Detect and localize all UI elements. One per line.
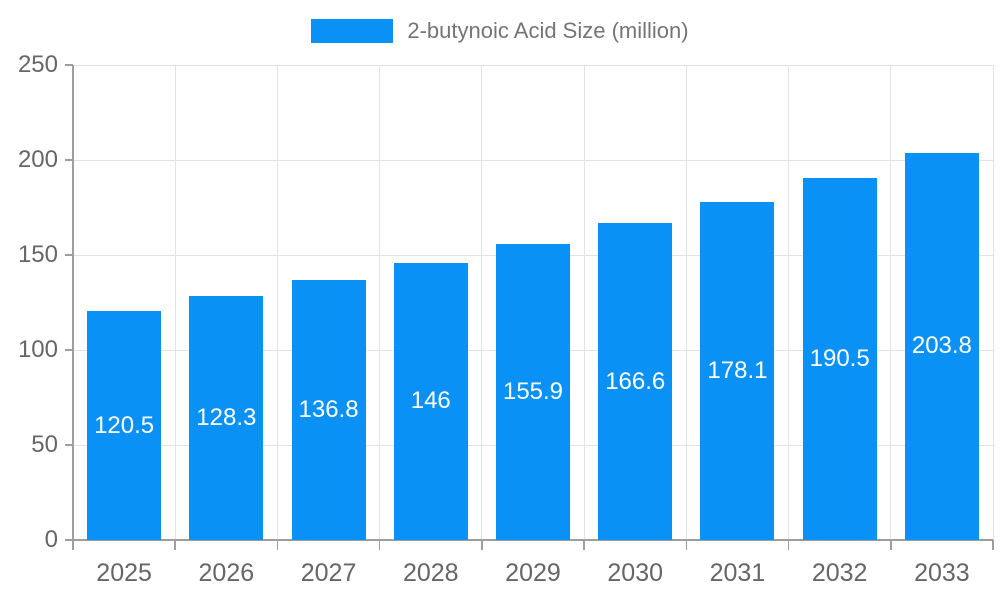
bar-value-label: 155.9	[502, 377, 564, 405]
y-axis-label: 200	[17, 146, 58, 173]
x-axis-tick	[787, 540, 790, 550]
gridline-vertical	[685, 65, 687, 540]
x-axis-tick	[992, 540, 994, 550]
bar-value-label: 178.1	[707, 356, 768, 384]
bar-2026	[189, 296, 264, 540]
y-axis-label: 150	[17, 241, 58, 268]
x-axis-tick	[378, 540, 381, 550]
y-axis-tick	[65, 254, 73, 256]
bar-2029	[496, 243, 570, 540]
y-axis-label: 50	[31, 431, 58, 458]
gridline-vertical	[174, 65, 176, 540]
gridline-vertical	[276, 65, 278, 540]
x-axis-tick	[481, 540, 483, 550]
x-axis-label: 2027	[300, 559, 357, 587]
x-axis-tick	[890, 540, 892, 550]
gridline-vertical	[992, 65, 994, 540]
y-axis-line	[72, 65, 74, 550]
x-axis-tick	[276, 540, 279, 550]
y-axis-tick	[65, 64, 73, 66]
x-axis-label: 2029	[505, 559, 561, 587]
legend-swatch	[311, 19, 394, 43]
legend-label: 2-butynoic Acid Size (million)	[407, 18, 689, 43]
bar-2033	[904, 152, 979, 540]
y-axis-tick	[65, 159, 73, 161]
x-axis-label: 2033	[914, 559, 970, 587]
x-axis-line	[73, 539, 993, 541]
x-axis-label: 2025	[96, 559, 152, 587]
bar-value-label: 146	[410, 387, 451, 415]
gridline-vertical	[481, 65, 483, 540]
x-axis-tick	[685, 540, 688, 550]
bar-value-label: 120.5	[94, 411, 155, 439]
bar-2032	[802, 178, 877, 540]
y-axis-tick	[65, 349, 73, 351]
bar-value-label: 203.8	[911, 332, 972, 360]
x-axis-tick	[174, 540, 176, 550]
bar-2030	[598, 223, 673, 540]
bar-value-label: 128.3	[196, 404, 257, 432]
bar-value-label: 136.8	[298, 396, 359, 424]
x-axis-label: 2026	[198, 559, 255, 587]
x-axis-label: 2031	[709, 559, 766, 587]
y-axis-label: 250	[17, 51, 58, 78]
x-axis-tick	[583, 540, 585, 550]
y-axis-tick	[65, 539, 73, 541]
legend-item[interactable]: 2-butynoic Acid Size (million)	[0, 17, 1000, 45]
gridline-vertical	[583, 65, 585, 540]
bar-2031	[700, 201, 775, 540]
gridline-horizontal	[73, 159, 993, 161]
gridline-horizontal	[73, 64, 993, 66]
x-axis-label: 2028	[402, 559, 459, 587]
gridline-vertical	[788, 65, 790, 540]
y-axis-label: 0	[44, 526, 58, 553]
x-axis-label: 2032	[811, 559, 868, 587]
bar-value-label: 190.5	[809, 345, 870, 373]
bar-value-label: 166.6	[605, 367, 666, 395]
bar-2027	[291, 280, 366, 540]
x-axis-label: 2030	[607, 559, 664, 587]
y-axis-tick	[65, 444, 73, 446]
bar-2028	[393, 262, 468, 540]
y-axis-label: 100	[17, 336, 58, 363]
gridline-vertical	[890, 65, 892, 540]
gridline-vertical	[379, 65, 381, 540]
bar-2025	[87, 311, 162, 540]
